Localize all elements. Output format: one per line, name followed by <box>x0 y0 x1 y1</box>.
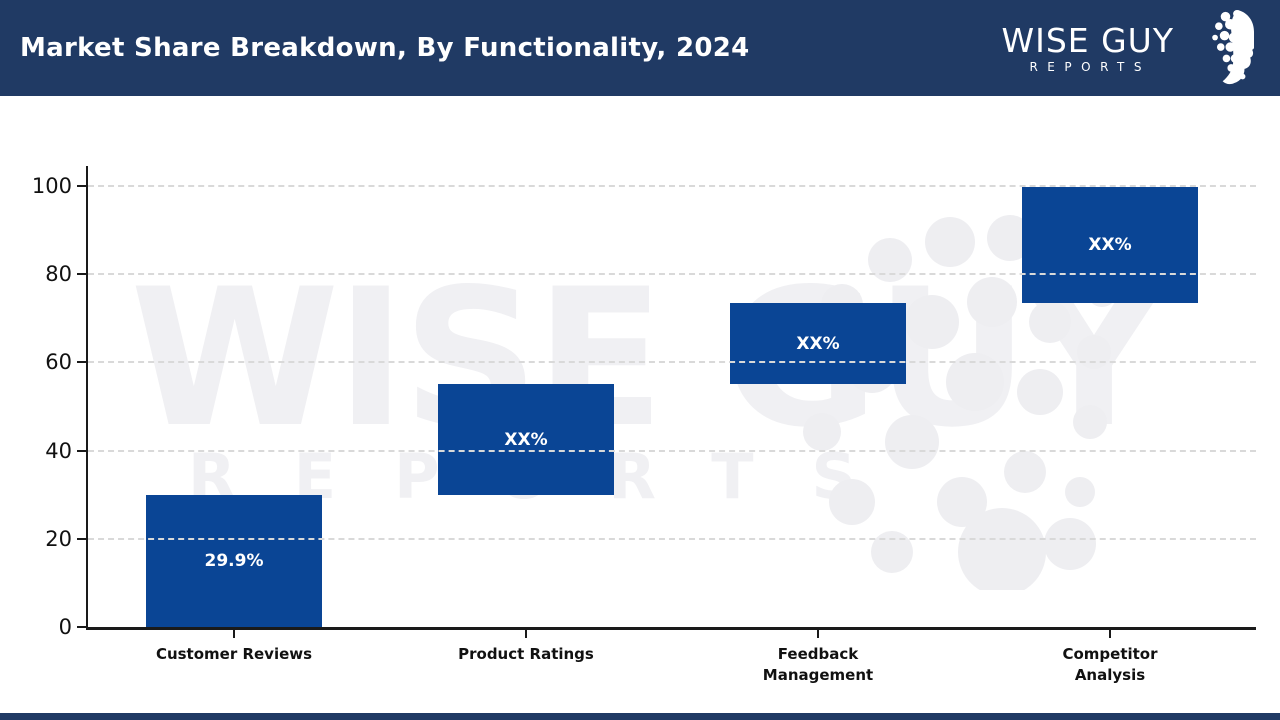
gridline-y-100 <box>88 185 1256 187</box>
x-tick <box>525 630 527 638</box>
y-tick-label-0: 0 <box>58 615 72 639</box>
logo-subtitle: REPORTS <box>1029 59 1151 74</box>
y-tick-100 <box>77 185 86 187</box>
gridline-y-40 <box>88 449 1256 452</box>
x-axis-line <box>86 627 1256 630</box>
x-category-label: Customer Reviews <box>155 645 313 663</box>
x-category-label: Feedback Management <box>762 645 874 684</box>
wise-guy-face-icon <box>1212 9 1254 85</box>
y-tick-label-80: 80 <box>45 262 72 287</box>
gridline-y-60 <box>88 361 1256 364</box>
y-tick-0 <box>77 626 86 628</box>
y-tick-20 <box>77 537 86 540</box>
bar-segment: XX% <box>1022 186 1198 303</box>
x-tick <box>233 630 235 638</box>
plot-area: 0 20 40 60 80 100 29.9% Customer Reviews XX% Prod… <box>32 166 1256 684</box>
bar-segment: 29.9% <box>146 495 322 627</box>
y-tick-label-60: 60 <box>45 350 72 375</box>
bar-value-label: XX% <box>1088 234 1132 255</box>
logo-text: WISE GUY REPORTS <box>1001 24 1174 73</box>
y-tick-80 <box>77 273 86 276</box>
bar-value-label: 29.9% <box>204 551 264 572</box>
gridline-y-20 <box>88 537 1256 540</box>
bar-segment: XX% <box>438 384 614 496</box>
gridline-y-80 <box>88 273 1256 276</box>
x-category-label: Product Ratings <box>458 645 594 663</box>
x-category-label: Competitor Analysis <box>1062 645 1158 684</box>
x-tick <box>1109 630 1111 638</box>
header-bar: Market Share Breakdown, By Functionality… <box>0 0 1280 96</box>
y-tick-label-100: 100 <box>31 174 72 198</box>
y-tick-40 <box>77 449 86 452</box>
x-tick <box>817 630 819 638</box>
bar-value-label: XX% <box>504 429 548 450</box>
footer-bar <box>0 713 1280 720</box>
y-tick-label-40: 40 <box>45 438 72 463</box>
bar-segment: XX% <box>730 302 906 385</box>
bar-value-label: XX% <box>796 333 840 354</box>
y-tick-label-20: 20 <box>45 526 72 551</box>
logo-wordmark: WISE GUY <box>1001 20 1174 60</box>
y-axis-line <box>86 166 88 629</box>
y-tick-60 <box>77 361 86 364</box>
wise-guy-reports-logo: WISE GUY REPORTS <box>1001 7 1254 89</box>
page-title: Market Share Breakdown, By Functionality… <box>20 33 750 63</box>
